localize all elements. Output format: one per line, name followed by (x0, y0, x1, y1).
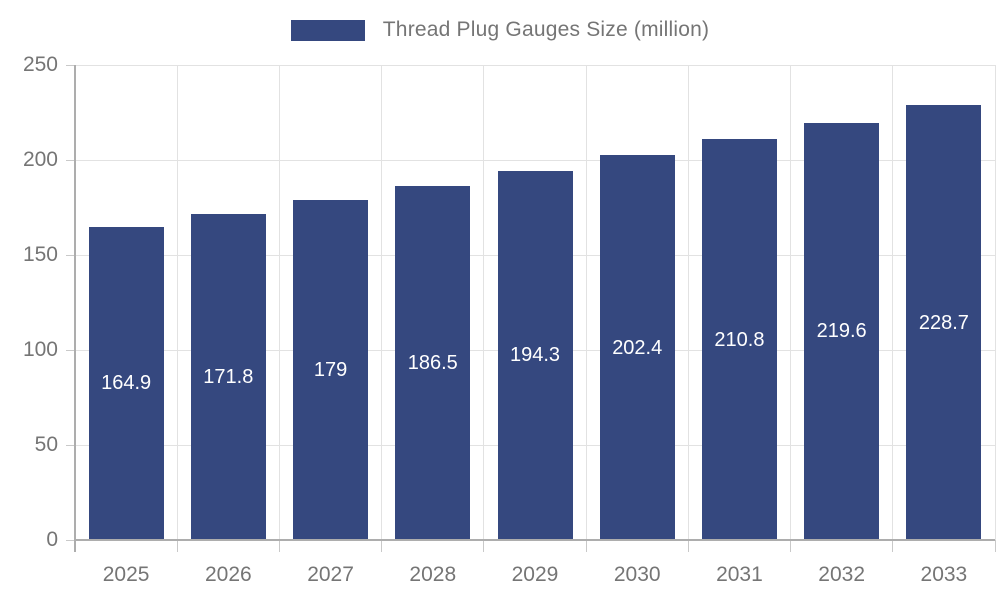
y-axis-label: 200 (22, 148, 58, 171)
x-axis-label: 2032 (818, 563, 866, 586)
gridline-horizontal (75, 64, 995, 66)
bar[interactable] (497, 170, 573, 540)
gridline-vertical (176, 65, 178, 540)
bar-value-label: 219.6 (816, 320, 867, 343)
x-axis-tick (176, 540, 178, 552)
bar-value-label: 202.4 (612, 336, 663, 359)
bar[interactable] (804, 122, 880, 540)
y-axis-tick (66, 539, 75, 541)
bar[interactable] (701, 139, 777, 540)
bar-value-label: 179 (313, 358, 348, 381)
x-axis-tick (483, 540, 485, 552)
x-axis-label: 2033 (920, 563, 968, 586)
bar[interactable] (395, 185, 471, 540)
gridline-vertical (790, 65, 792, 540)
bar-value-label: 171.8 (203, 365, 254, 388)
legend-label: Thread Plug Gauges Size (million) (382, 18, 710, 41)
x-axis-tick (278, 540, 280, 552)
x-axis-tick (790, 540, 792, 552)
x-axis-label: 2026 (204, 563, 252, 586)
gridline-horizontal (75, 159, 995, 161)
gridline-vertical (585, 65, 587, 540)
x-axis-tick (687, 540, 689, 552)
y-axis-tick (66, 349, 75, 351)
x-axis-tick (892, 540, 894, 552)
x-axis-label: 2025 (102, 563, 150, 586)
gridline-vertical (892, 65, 894, 540)
y-axis-tick (66, 444, 75, 446)
y-axis-label: 100 (22, 338, 58, 361)
gridline-vertical (381, 65, 383, 540)
x-axis-tick (381, 540, 383, 552)
x-axis-tick (585, 540, 587, 552)
y-axis-label: 50 (34, 433, 58, 456)
legend[interactable]: Thread Plug Gauges Size (million) (0, 18, 1000, 42)
bar-value-label: 194.3 (509, 344, 561, 367)
legend-swatch (290, 19, 365, 41)
bar-value-label: 164.9 (101, 372, 152, 395)
gridline-vertical (278, 65, 280, 540)
x-axis-label: 2030 (613, 563, 661, 586)
x-axis-line (74, 539, 995, 541)
y-axis-label: 150 (22, 243, 58, 266)
y-axis-tick (66, 64, 75, 66)
x-axis-label: 2027 (307, 563, 354, 586)
gridline-vertical (483, 65, 485, 540)
y-axis-label: 250 (22, 53, 58, 76)
bar-value-label: 210.8 (714, 328, 765, 351)
x-axis-label: 2028 (409, 563, 457, 586)
bar[interactable] (88, 226, 164, 540)
bar[interactable] (599, 155, 675, 540)
bar-value-label: 186.5 (407, 351, 458, 374)
x-axis-label: 2029 (511, 563, 559, 586)
x-axis-label: 2031 (716, 563, 763, 586)
x-axis-tick (994, 540, 996, 552)
gridline-vertical (687, 65, 689, 540)
y-axis-label: 0 (46, 528, 58, 551)
bar[interactable] (293, 199, 369, 540)
y-axis-tick (66, 159, 75, 161)
gridline-vertical (994, 65, 996, 540)
bar[interactable] (906, 105, 982, 540)
y-axis-line (74, 65, 76, 552)
bar-value-label: 228.7 (918, 311, 969, 334)
bar[interactable] (190, 213, 266, 540)
y-axis-tick (66, 254, 75, 256)
